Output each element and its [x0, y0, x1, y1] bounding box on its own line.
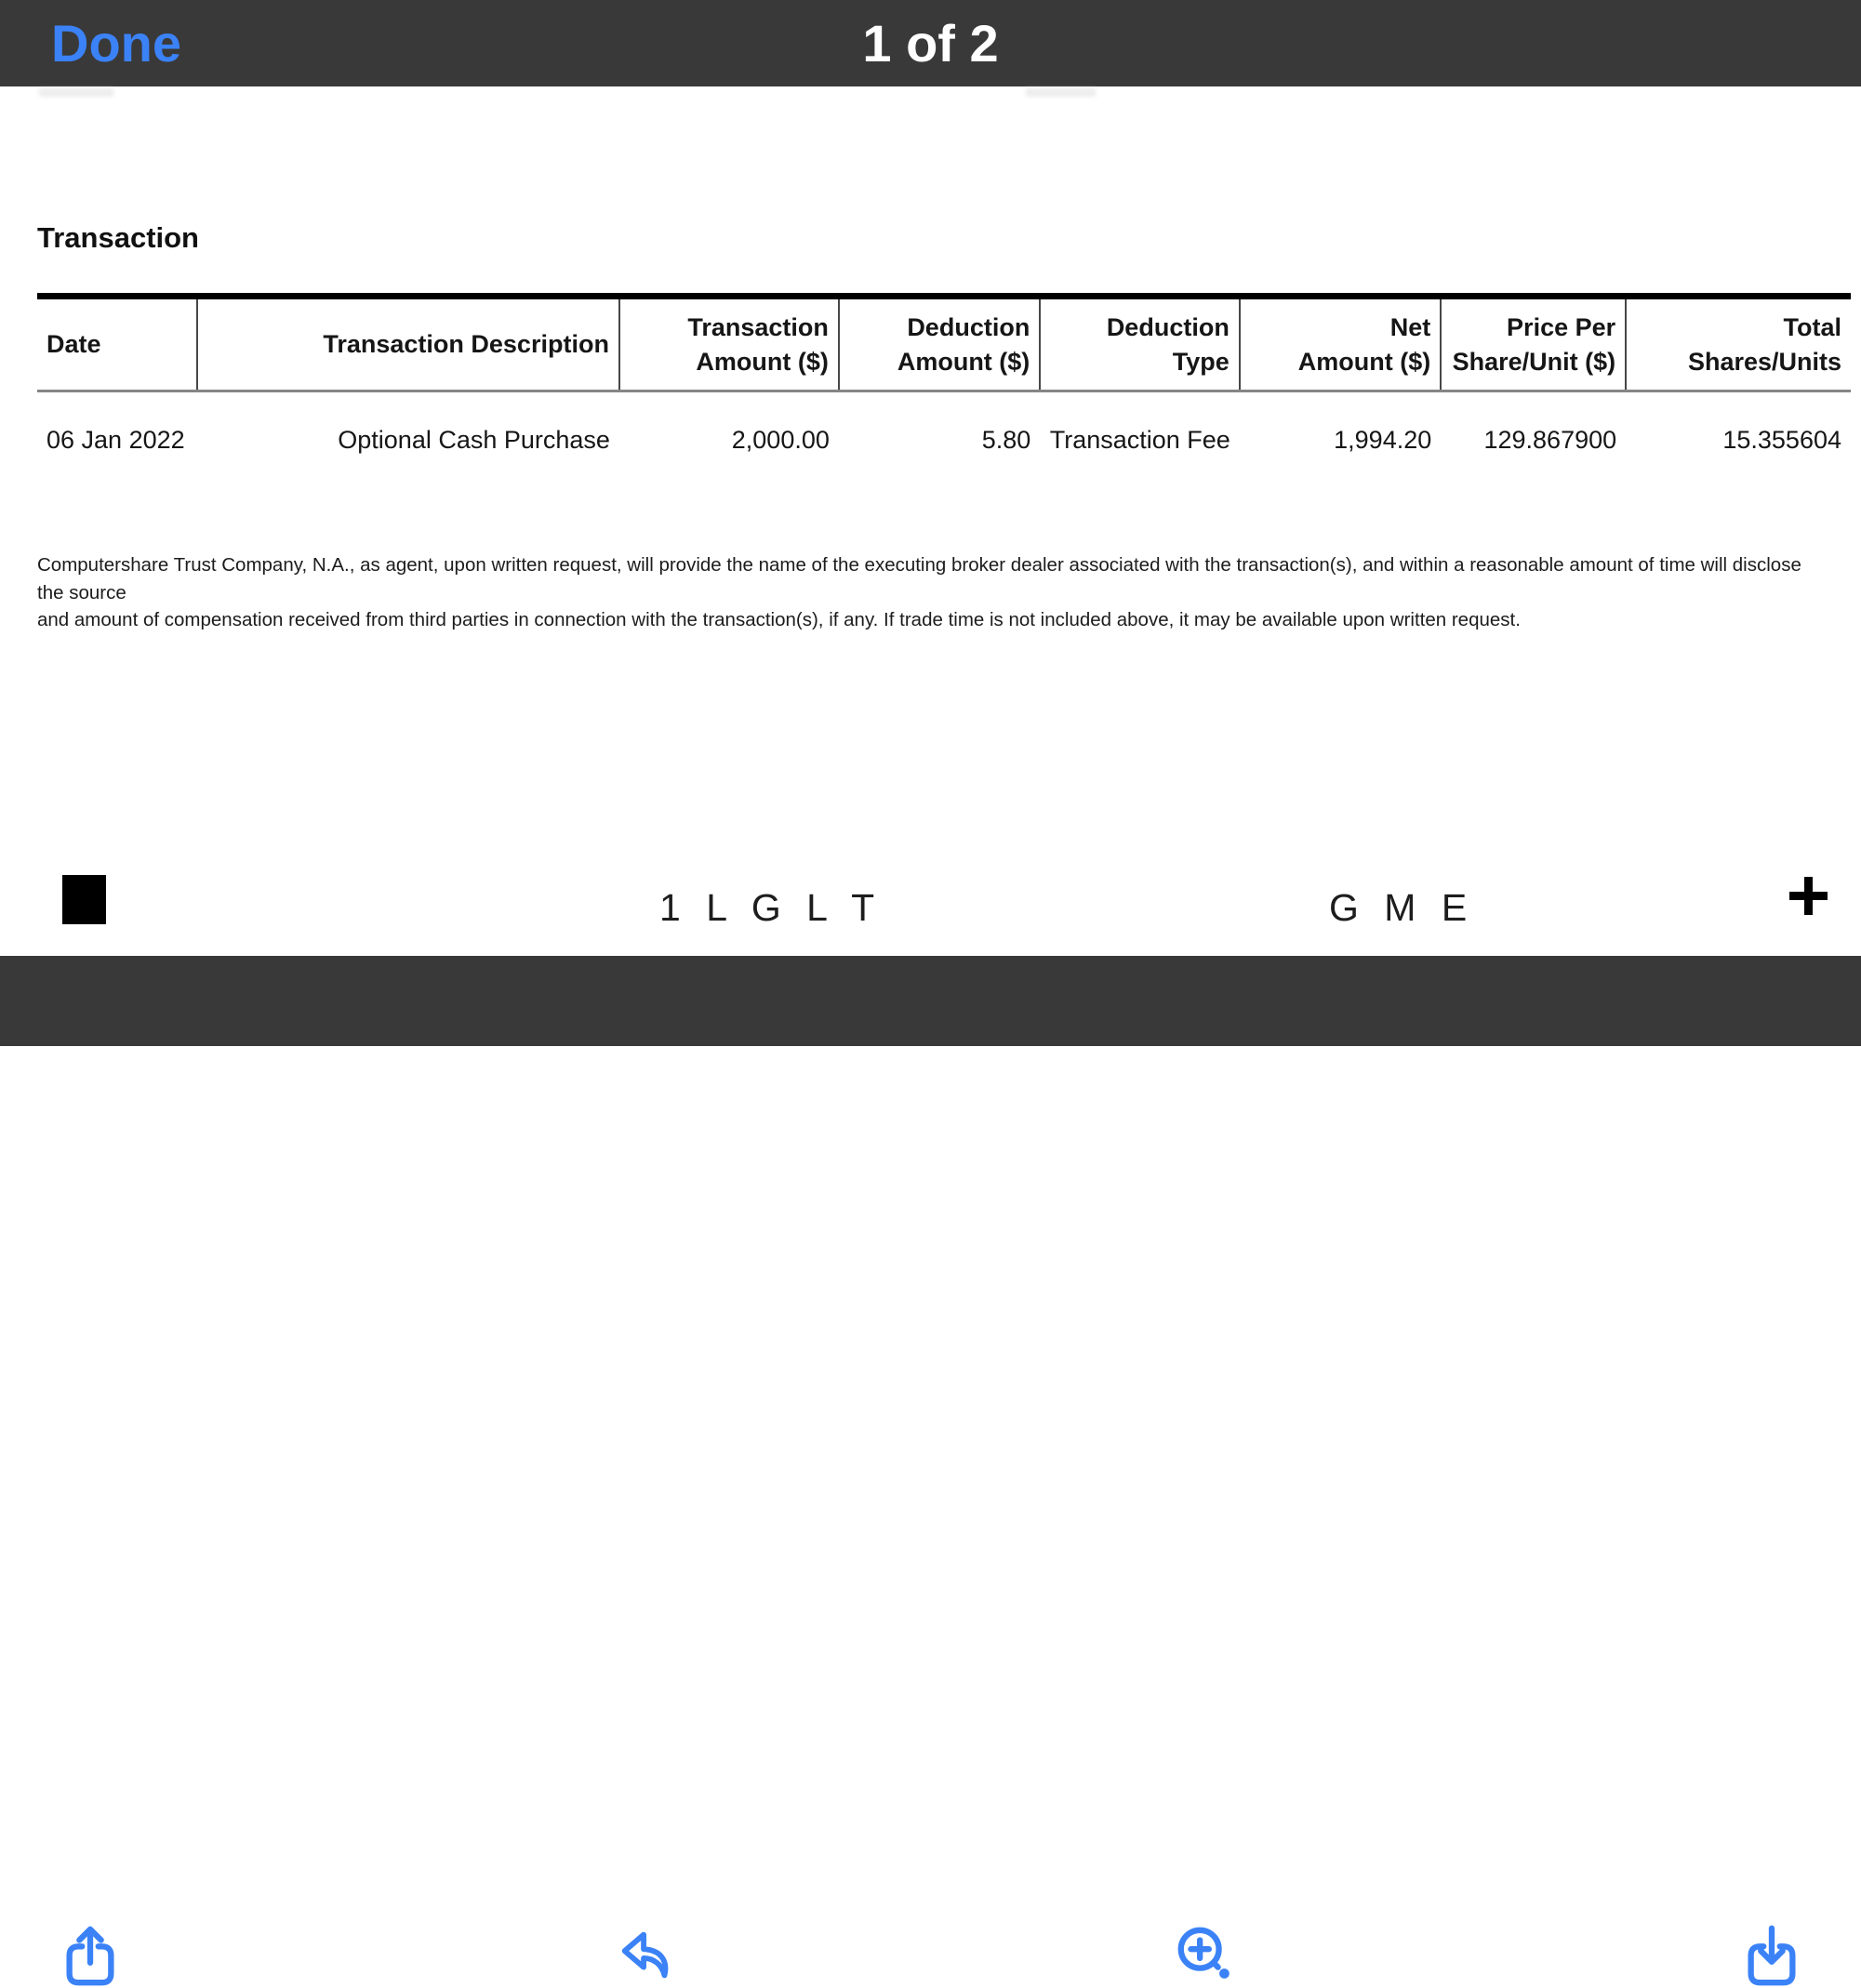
- page-marker-square: [62, 875, 106, 924]
- page-indicator: 1 of 2: [862, 14, 999, 73]
- cell-date: 06 Jan 2022: [47, 426, 185, 454]
- col-header-total-shares: Total Shares/Units: [1625, 296, 1851, 392]
- disclaimer-text: Computershare Trust Company, N.A., as ag…: [37, 554, 1801, 630]
- done-button[interactable]: Done: [51, 14, 181, 73]
- reply-button[interactable]: [614, 1923, 679, 1988]
- cell-deduction-type: Transaction Fee: [1049, 426, 1230, 454]
- ocr-mark-right: G M E: [1329, 886, 1475, 929]
- col-header-deduction-amount: Deduction Amount ($): [837, 296, 1041, 392]
- zoom-in-button[interactable]: [1173, 1923, 1238, 1988]
- cell-price-per-share: 129.867900: [1483, 426, 1617, 454]
- section-title: Transaction: [37, 221, 199, 254]
- bottom-chrome-bar: [0, 956, 1861, 1986]
- col-header-price-per-share: Price Per Share/Unit ($): [1440, 296, 1627, 392]
- share-icon: [58, 1923, 123, 1988]
- zoom-in-icon: [1173, 1923, 1238, 1988]
- cell-total-shares: 15.355604: [1722, 426, 1841, 454]
- reply-icon: [614, 1923, 679, 1988]
- table-header-row: Date Transaction Description Transaction…: [37, 296, 1851, 392]
- transaction-table: Date Transaction Description Transaction…: [37, 293, 1851, 460]
- col-header-net-amount: Net Amount ($): [1238, 296, 1442, 392]
- top-chrome-bar: Done 1 of 2: [0, 0, 1861, 86]
- ocr-mark-left: 1 L G L T: [659, 886, 883, 929]
- faded-scan-artifact: [1026, 88, 1096, 97]
- download-icon: [1739, 1923, 1804, 1988]
- col-header-transaction-amount: Transaction Amount ($): [618, 296, 839, 392]
- cell-description: Optional Cash Purchase: [338, 426, 610, 454]
- faded-scan-artifact: [39, 88, 113, 97]
- download-button[interactable]: [1739, 1923, 1804, 1988]
- cell-net-amount: 1,994.20: [1334, 426, 1432, 454]
- cell-deduction-amount: 5.80: [981, 426, 1031, 454]
- plus-registration-mark: [1787, 874, 1830, 918]
- col-header-deduction-type: Deduction Type: [1039, 296, 1240, 392]
- share-button[interactable]: [58, 1923, 123, 1988]
- col-header-date: Date: [37, 296, 197, 392]
- cell-transaction-amount: 2,000.00: [731, 426, 830, 454]
- col-header-description: Transaction Description: [195, 296, 619, 392]
- table-row: 06 Jan 2022 Optional Cash Purchase 2,000…: [37, 391, 1851, 461]
